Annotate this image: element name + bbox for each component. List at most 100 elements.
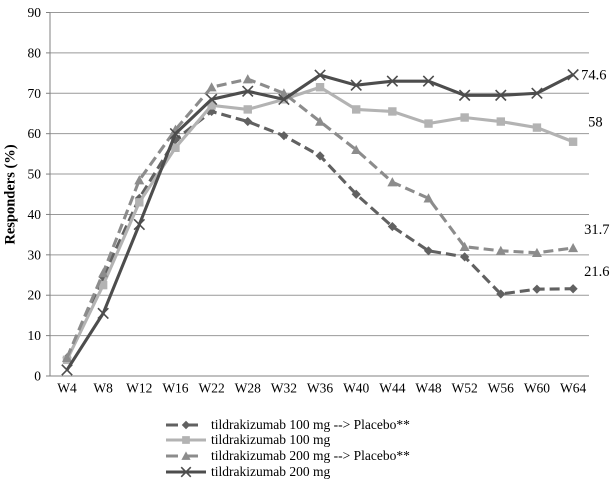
- diamond-marker: [181, 420, 191, 430]
- diamond-marker: [279, 131, 289, 141]
- x-marker: [133, 218, 146, 231]
- square-marker: [496, 117, 505, 126]
- series-line-diamond: [65, 109, 574, 359]
- y-tick-label: 80: [28, 45, 42, 60]
- diamond-marker: [387, 221, 397, 232]
- diamond-marker: [460, 252, 470, 262]
- diamond-marker: [351, 189, 361, 199]
- triangle-marker: [495, 245, 506, 255]
- diamond-marker: [496, 289, 506, 299]
- x-marker: [314, 69, 326, 81]
- square-marker: [171, 143, 180, 153]
- triangle-marker: [387, 177, 398, 187]
- x-marker: [97, 307, 109, 320]
- triangle-marker: [531, 247, 542, 258]
- line-chart: 0 10 20 30 40 50 60 70 80 90 21.6 58 31.7 74.6 W4 W8 W12…: [28, 5, 610, 396]
- x-marker: [567, 68, 579, 81]
- legend-item-label: tildrakizumab 200 mg: [211, 463, 331, 479]
- series-end-label: 58: [588, 115, 603, 131]
- square-marker: [532, 123, 542, 132]
- diamond-marker: [315, 151, 325, 161]
- legend-item-label: tildrakizumab 200 mg --> Placebo**: [211, 447, 410, 463]
- x-marker: [422, 75, 435, 87]
- series-end-label: 74.6: [581, 68, 606, 84]
- x-marker: [241, 85, 254, 98]
- triangle-marker: [134, 175, 145, 185]
- square-marker: [98, 280, 108, 290]
- x-tick-label: W64: [560, 381, 586, 396]
- legend-item: tildrakizumab 200 mg: [166, 464, 410, 480]
- triangle-marker: [62, 352, 72, 363]
- square-marker: [207, 101, 216, 110]
- triangle-marker: [181, 451, 191, 460]
- square-marker: [182, 436, 190, 445]
- legend-line-sample-x: [166, 466, 206, 477]
- x-tick-label: W60: [524, 381, 550, 396]
- triangle-marker: [459, 241, 470, 251]
- y-tick-label: 50: [28, 167, 42, 182]
- series-end-label: 31.7: [584, 222, 609, 238]
- legend-line-sample-triangle: [166, 451, 206, 460]
- triangle-marker: [278, 88, 289, 98]
- y-tick-label: 90: [28, 5, 42, 20]
- x-tick-label: W4: [57, 381, 77, 396]
- diamond-marker: [243, 116, 253, 127]
- y-tick-label: 30: [28, 247, 42, 262]
- x-marker: [278, 93, 290, 106]
- y-tick-label: 10: [28, 328, 42, 343]
- x-marker: [531, 87, 543, 100]
- square-marker: [243, 105, 252, 114]
- series-end-label: 21.6: [584, 264, 609, 280]
- series-line-triangle: [65, 77, 574, 359]
- x-marker: [180, 466, 192, 477]
- triangle-marker: [98, 268, 109, 278]
- x-tick-label: W22: [198, 381, 224, 396]
- x-tick-label: W40: [343, 381, 369, 396]
- legend-item-label: tildrakizumab 100 mg: [211, 432, 331, 448]
- square-marker: [315, 83, 325, 92]
- legend-item-label: tildrakizumab 100 mg --> Placebo**: [211, 416, 410, 432]
- x-tick-label: W52: [452, 381, 478, 396]
- triangle-marker: [568, 242, 579, 253]
- legend-item: tildrakizumab 200 mg --> Placebo**: [166, 448, 410, 464]
- x-tick-label: W56: [488, 381, 514, 396]
- square-marker: [424, 119, 433, 128]
- x-marker: [458, 89, 471, 102]
- y-tick-label: 40: [28, 207, 42, 222]
- diamond-marker: [423, 246, 434, 256]
- x-marker: [350, 79, 362, 91]
- square-marker: [568, 137, 578, 146]
- y-tick-label: 60: [28, 126, 42, 141]
- square-marker: [460, 113, 469, 122]
- x-tick-label: W36: [307, 381, 333, 396]
- x-marker: [169, 127, 182, 140]
- diamond-marker: [568, 284, 578, 294]
- legend-item: tildrakizumab 100 mg: [166, 432, 410, 449]
- x-tick-label: W16: [162, 381, 188, 396]
- x-marker: [205, 93, 218, 106]
- x-tick-label: W48: [415, 381, 441, 396]
- legend-line-sample-square: [166, 436, 206, 445]
- triangle-marker: [206, 82, 217, 92]
- y-tick-label: 20: [28, 288, 42, 303]
- x-marker: [386, 75, 399, 87]
- legend-item: tildrakizumab 100 mg --> Placebo**: [166, 417, 410, 433]
- x-tick-label: W28: [235, 381, 261, 396]
- legend-line-sample-diamond: [166, 420, 206, 430]
- x-tick-label: W44: [379, 381, 405, 396]
- y-tick-label: 70: [28, 86, 42, 101]
- series-line-square: [65, 85, 574, 361]
- x-marker: [61, 364, 73, 376]
- triangle-marker: [315, 116, 326, 126]
- x-marker: [495, 89, 507, 102]
- chart-legend: tildrakizumab 100 mg --> Placebo** tildra…: [166, 417, 410, 479]
- triangle-marker: [351, 144, 362, 155]
- x-tick-label: W32: [271, 381, 297, 396]
- square-marker: [388, 107, 397, 116]
- y-tick-label: 0: [34, 369, 41, 384]
- diamond-marker: [532, 284, 542, 294]
- square-marker: [135, 198, 144, 207]
- triangle-marker: [242, 74, 253, 84]
- x-tick-label: W12: [126, 381, 152, 396]
